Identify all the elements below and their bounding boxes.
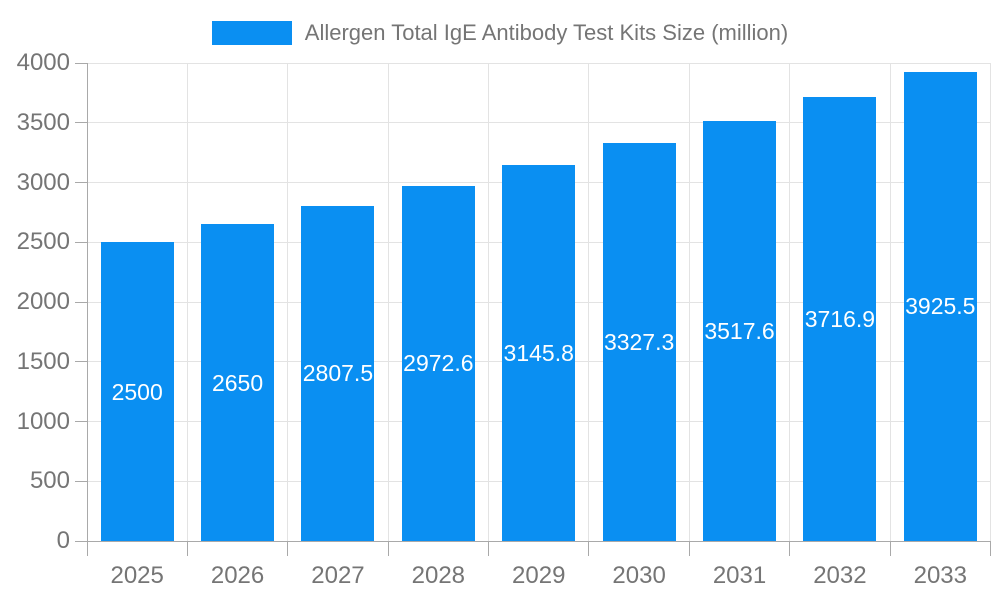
- x-axis-tick-label: 2027: [311, 562, 365, 589]
- x-axis-tick: [990, 541, 991, 556]
- x-axis-tick: [789, 541, 791, 556]
- legend-swatch: [211, 21, 292, 45]
- x-axis-tick-label: 2030: [612, 562, 666, 589]
- y-axis-tick-label: 2500: [16, 228, 70, 256]
- x-gridline: [488, 63, 490, 541]
- x-axis-tick: [889, 541, 891, 556]
- x-gridline: [789, 63, 791, 541]
- y-axis-tick: [75, 421, 87, 422]
- x-axis-tick-label: 2031: [712, 562, 767, 589]
- bar-value-label: 2500: [111, 378, 163, 405]
- bar-value-label: 3925.5: [905, 293, 976, 320]
- bar-2029: [502, 165, 576, 541]
- bar-value-label: 2972.6: [403, 350, 474, 377]
- x-axis-tick-label: 2026: [210, 562, 265, 589]
- bar-value-label: 2807.5: [302, 360, 374, 387]
- x-gridline: [588, 63, 590, 541]
- y-gridline: [87, 122, 991, 124]
- bar-2026: [201, 224, 275, 541]
- x-gridline: [990, 63, 991, 541]
- bar-2028: [401, 185, 475, 541]
- y-axis-tick: [75, 241, 87, 243]
- bar-2033: [903, 71, 977, 541]
- bar-value-label: 3327.3: [603, 329, 675, 356]
- y-axis-tick: [75, 480, 87, 482]
- x-axis-tick-label: 2025: [110, 562, 164, 589]
- chart-legend: Allergen Total IgE Antibody Test Kits Si…: [0, 21, 1000, 45]
- x-axis-tick: [588, 541, 590, 556]
- y-axis-tick-label: 3000: [16, 168, 70, 196]
- x-axis-tick: [186, 541, 188, 556]
- bar-value-label: 3145.8: [503, 340, 574, 367]
- bar-2031: [703, 120, 777, 541]
- x-gridline: [186, 63, 188, 541]
- bar-2027: [301, 205, 375, 541]
- y-axis-tick-label: 1500: [16, 347, 70, 375]
- bar-2030: [602, 143, 676, 541]
- x-gridline: [287, 63, 289, 541]
- y-axis-line: [86, 63, 88, 556]
- y-axis-tick-label: 1000: [16, 407, 70, 435]
- y-axis-tick: [75, 182, 87, 183]
- x-axis-tick: [688, 541, 690, 556]
- y-axis-tick-label: 2000: [16, 288, 70, 315]
- legend-series-label: Allergen Total IgE Antibody Test Kits Si…: [304, 20, 789, 45]
- x-axis-tick: [488, 541, 490, 556]
- y-axis-tick-label: 0: [56, 527, 70, 554]
- x-gridline: [889, 63, 891, 541]
- x-axis-tick: [387, 541, 389, 556]
- bar-2032: [803, 96, 877, 541]
- y-axis-tick-label: 3500: [16, 108, 70, 136]
- y-gridline: [87, 62, 991, 64]
- x-axis-tick-label: 2032: [813, 562, 867, 589]
- x-axis-tick-label: 2028: [411, 562, 466, 589]
- y-axis-tick-label: 500: [29, 467, 70, 495]
- x-gridline: [387, 63, 389, 541]
- x-gridline: [688, 63, 690, 541]
- x-axis-tick: [287, 541, 289, 556]
- x-axis-tick-label: 2029: [512, 562, 566, 589]
- bar-value-label: 3517.6: [704, 317, 775, 344]
- y-axis-tick-label: 4000: [16, 49, 70, 76]
- y-axis-tick: [75, 62, 87, 64]
- x-axis-line: [87, 540, 991, 542]
- x-axis-tick-label: 2033: [913, 562, 967, 589]
- y-axis-tick: [75, 361, 87, 363]
- y-axis-tick: [75, 122, 87, 124]
- bar-value-label: 2650: [211, 369, 264, 396]
- y-axis-tick: [75, 301, 87, 303]
- y-axis-tick: [75, 540, 87, 542]
- bar-2025: [100, 242, 174, 541]
- bar-value-label: 3716.9: [804, 305, 876, 332]
